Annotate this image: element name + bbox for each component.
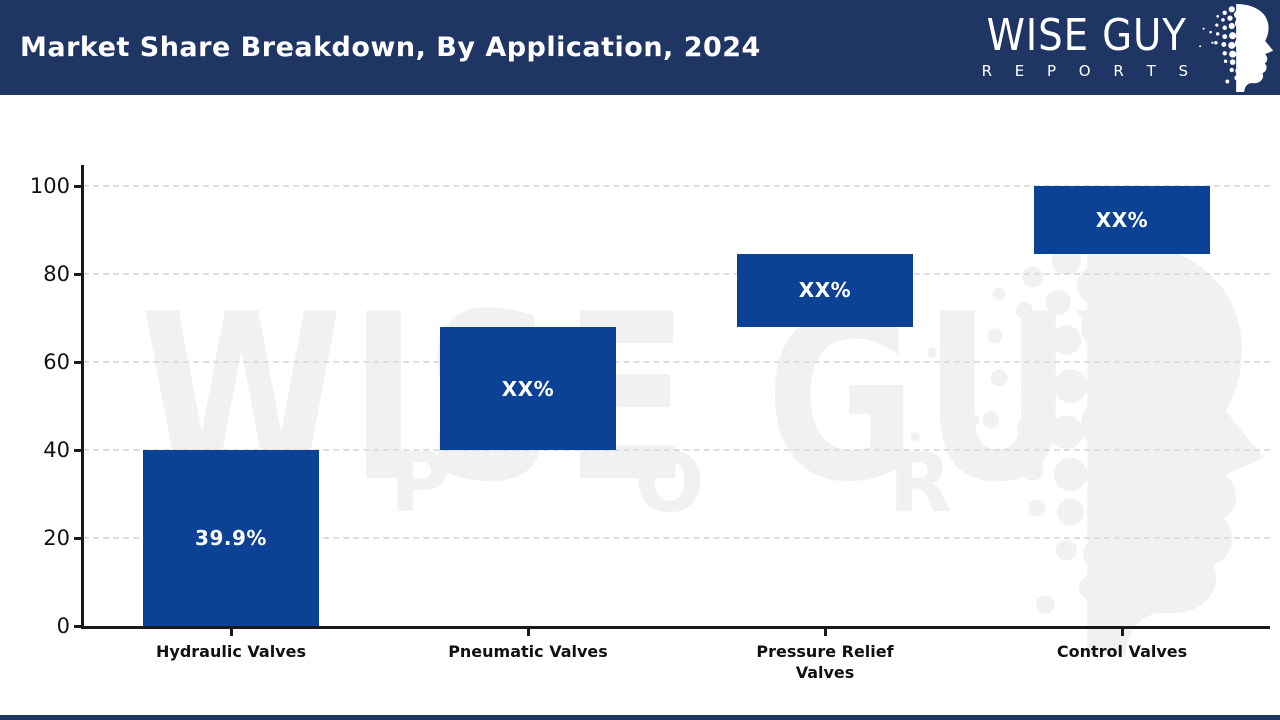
bar-2: XX%: [440, 326, 616, 451]
y-tick-40: [74, 449, 82, 452]
y-tick-label-80: 80: [43, 262, 70, 286]
category-label-1: Hydraulic Valves: [156, 642, 306, 661]
x-tick-2: [527, 628, 530, 636]
gridline-60: [83, 361, 1270, 363]
y-tick-100: [74, 185, 82, 188]
logo-text: WISE GUY R E P O R T S: [973, 10, 1200, 81]
category-label-2: Pneumatic Valves: [448, 642, 608, 661]
y-tick-label-0: 0: [56, 614, 70, 638]
x-tick-1: [230, 628, 233, 636]
footer-strip: [0, 715, 1280, 720]
dot-face-icon: [1199, 4, 1274, 92]
category-label-3: Pressure Relief Valves: [756, 642, 894, 682]
gridline-100: [83, 185, 1270, 187]
bar-4: XX%: [1034, 186, 1210, 255]
y-tick-60: [74, 361, 82, 364]
y-tick-label-20: 20: [43, 526, 70, 550]
category-label-4: Control Valves: [1056, 642, 1188, 661]
gridline-40: [83, 449, 1270, 451]
y-tick-80: [74, 273, 82, 276]
bar-value-label: XX%: [798, 278, 852, 303]
bar-1: 39.9%: [143, 450, 319, 626]
wise-guy-logo: WISE GUY R E P O R T S: [982, 0, 1274, 95]
logo-wordmark: WISE GUY: [986, 10, 1187, 61]
bar-value-label: XX%: [1095, 208, 1149, 233]
gridline-20: [83, 537, 1270, 539]
y-axis-line: [81, 165, 84, 629]
x-tick-3: [824, 628, 827, 636]
x-axis-line: [83, 626, 1270, 629]
y-tick-0: [74, 625, 82, 628]
y-tick-label-40: 40: [43, 438, 70, 462]
x-tick-4: [1121, 628, 1124, 636]
y-tick-20: [74, 537, 82, 540]
y-tick-label-60: 60: [43, 350, 70, 374]
bar-value-label: 39.9%: [195, 526, 267, 551]
y-tick-label-100: 100: [29, 174, 70, 198]
header-bar: Market Share Breakdown, By Application, …: [0, 0, 1280, 95]
gridline-80: [83, 273, 1270, 275]
bar-3: XX%: [737, 254, 913, 327]
bar-value-label: XX%: [501, 376, 555, 401]
chart-area: WISE GUY P O R T S 02040608010039.9%Hydr…: [0, 95, 1280, 715]
logo-subtitle: R E P O R T S: [981, 62, 1198, 80]
chart-title: Market Share Breakdown, By Application, …: [20, 32, 761, 63]
